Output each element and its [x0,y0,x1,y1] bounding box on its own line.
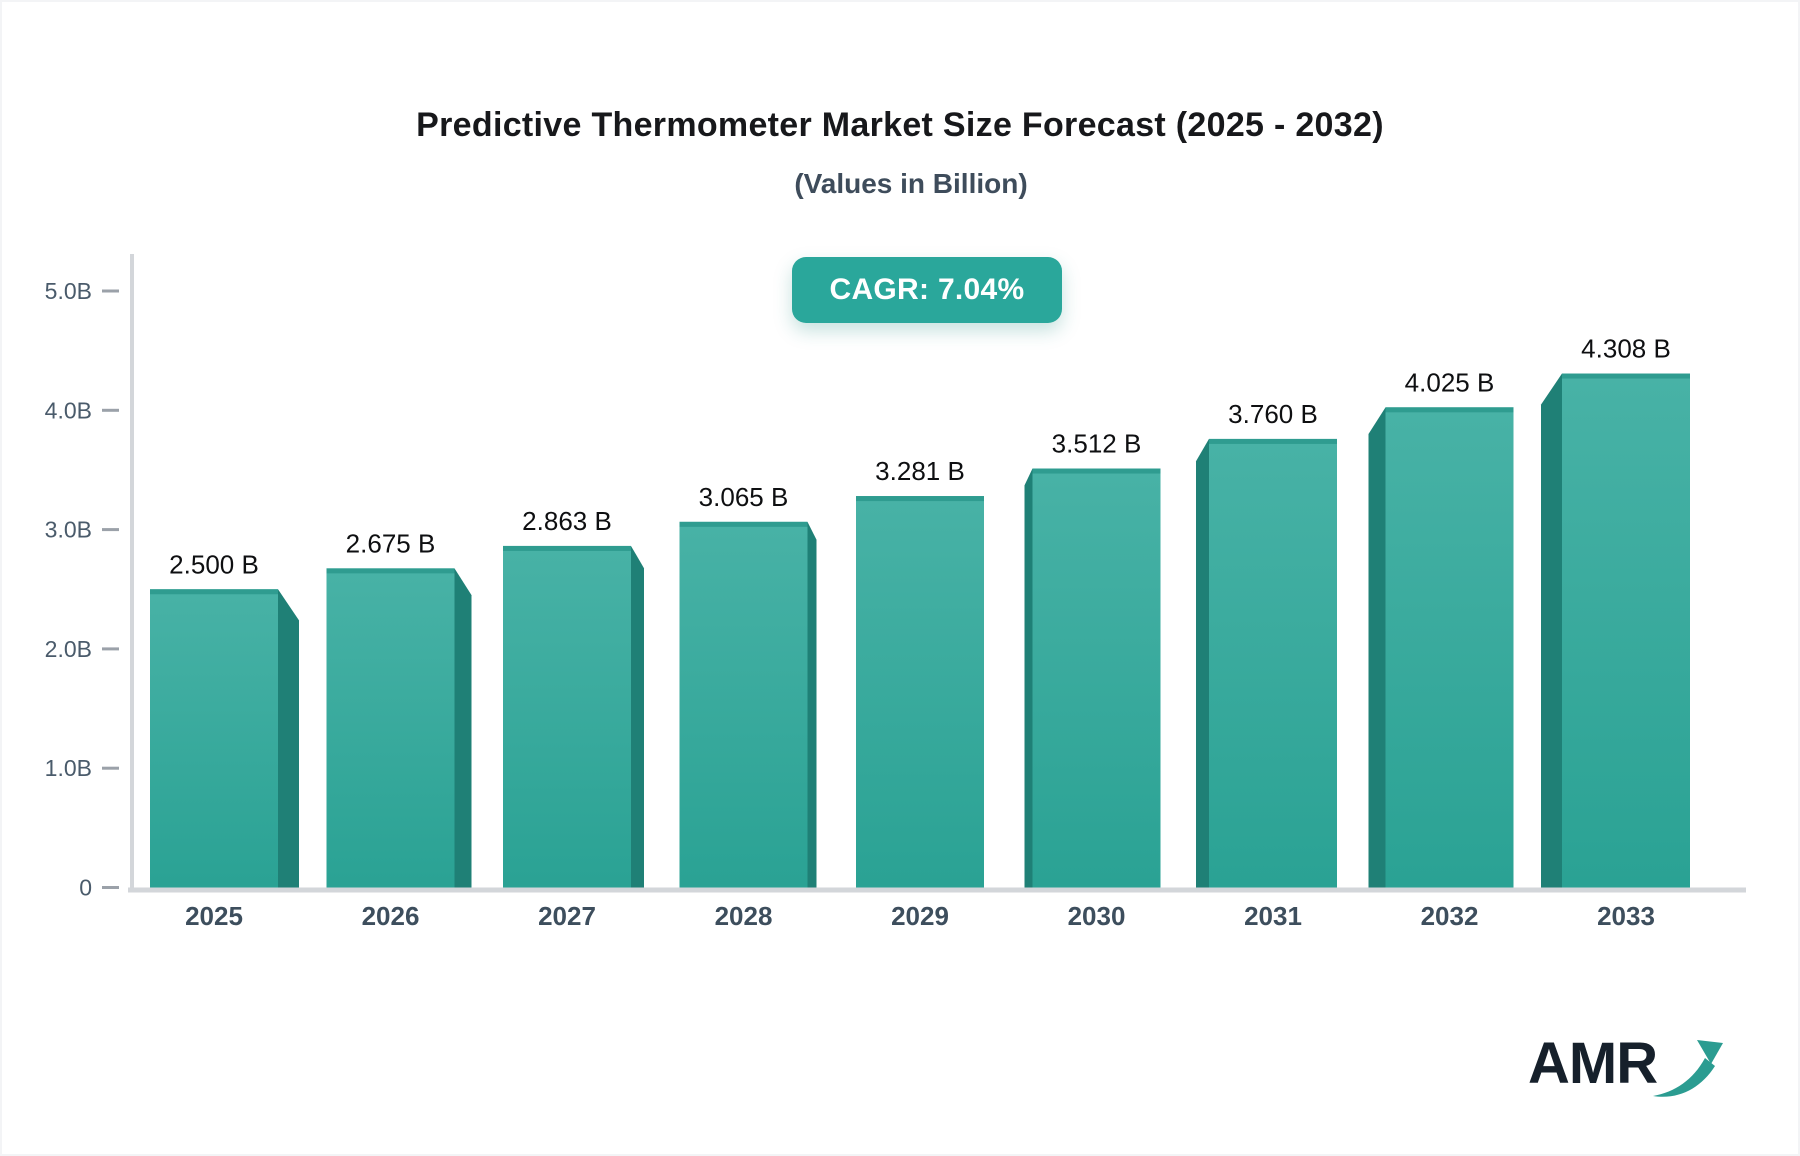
cagr-badge-label: CAGR: 7.04% [829,273,1025,306]
bar-top-edge-2033 [1562,373,1690,379]
value-label-2026: 2.675 B [346,528,436,558]
y-tick-2.0B [102,647,119,651]
y-tick-1.0B [102,766,119,770]
y-tick-4.0B [102,408,119,412]
bar-2033 [1562,373,1690,888]
chart-subtitle: (Values in Billion) [794,168,1028,199]
bar-top-edge-2031 [1209,438,1337,444]
value-label-2030: 3.512 B [1052,429,1142,459]
year-label-2026: 2026 [362,901,420,931]
bar-side-2032 [1368,407,1386,888]
y-axis-line [130,254,134,893]
value-label-2025: 2.500 B [169,549,259,579]
year-label-2030: 2030 [1068,901,1126,931]
bar-side-2026 [454,568,472,888]
value-label-2032: 4.025 B [1405,367,1495,397]
value-label-2028: 3.065 B [699,482,789,512]
y-tick-label-0: 0 [79,875,92,901]
bar-2025 [150,589,278,888]
x-axis-line [128,887,1746,893]
bar-top-edge-2027 [503,545,631,551]
bar-2026 [326,568,455,888]
value-label-2029: 3.281 B [875,456,965,486]
bar-top-edge-2028 [679,521,808,527]
growth-arrow-icon [1653,1040,1724,1097]
bar-side-2025 [278,589,299,888]
y-tick-0 [102,886,119,889]
bar-2031 [1209,438,1337,888]
year-label-2033: 2033 [1597,901,1655,931]
year-label-2027: 2027 [538,901,596,931]
amr-logo: AMR [1528,1032,1727,1102]
bar-top-edge-2030 [1032,468,1161,474]
bar-top-edge-2032 [1385,407,1514,413]
year-label-2029: 2029 [891,901,949,931]
y-tick-label-3.0B: 3.0B [45,517,92,543]
year-label-2031: 2031 [1244,901,1302,931]
y-tick-label-5.0B: 5.0B [45,278,92,304]
bar-side-2033 [1541,373,1562,888]
year-label-2032: 2032 [1421,901,1479,931]
cagr-badge: CAGR: 7.04% [792,257,1062,323]
value-label-2033: 4.308 B [1581,334,1671,364]
value-label-2027: 2.863 B [522,506,612,536]
bar-side-2030 [1024,468,1033,888]
bar-2030 [1032,468,1161,888]
y-tick-label-4.0B: 4.0B [45,397,92,423]
bar-2029 [856,496,984,888]
amr-logo-text: AMR [1528,1031,1658,1096]
bar-top-edge-2026 [326,568,455,574]
bar-top-edge-2029 [856,496,984,502]
bar-2028 [679,521,808,888]
y-tick-3.0B [102,528,119,532]
y-tick-label-2.0B: 2.0B [45,636,92,662]
bar-2032 [1385,407,1514,888]
y-tick-label-1.0B: 1.0B [45,755,92,781]
year-label-2028: 2028 [715,901,773,931]
bar-top-edge-2025 [150,589,278,595]
bar-2027 [503,545,631,888]
value-label-2031: 3.760 B [1228,399,1318,429]
y-tick-5.0B [102,289,119,293]
bar-side-2028 [807,521,817,888]
chart-title: Predictive Thermometer Market Size Forec… [416,106,1384,144]
bar-side-2027 [631,545,644,888]
year-label-2025: 2025 [185,901,243,931]
bar-side-2031 [1196,438,1209,888]
